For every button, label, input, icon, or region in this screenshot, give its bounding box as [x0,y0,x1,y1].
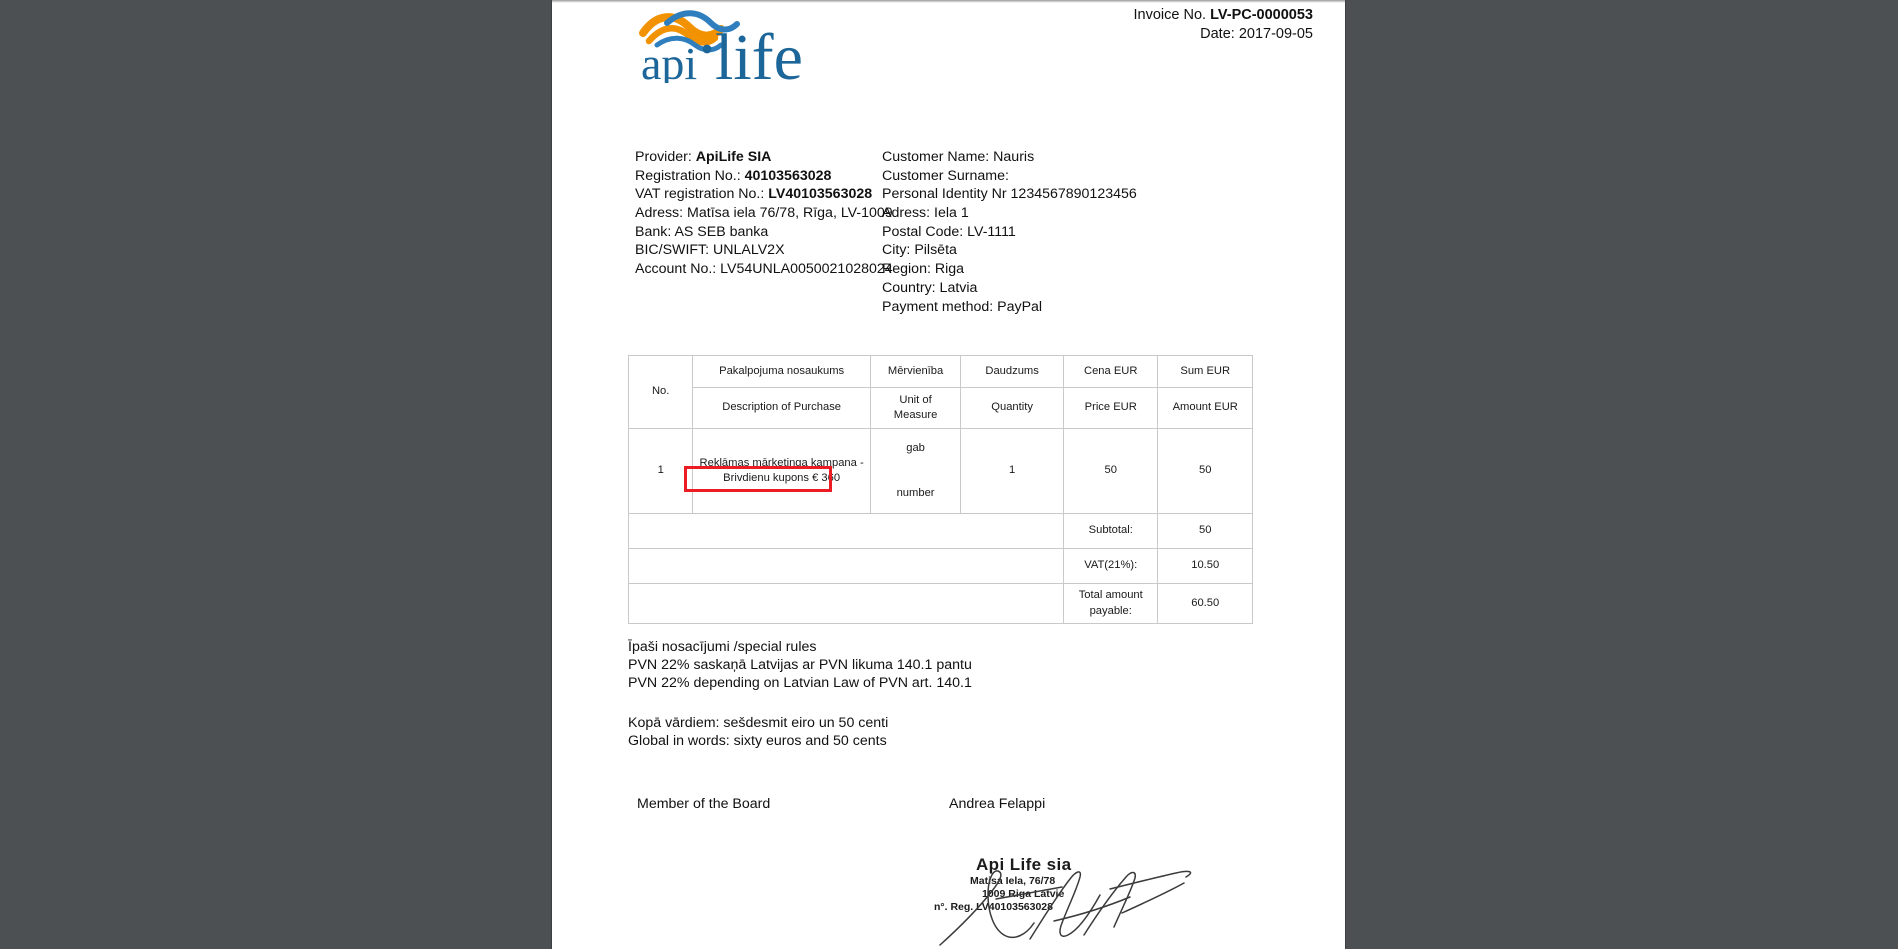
svg-text:life: life [715,21,803,83]
vat-row: VAT(21%): 10.50 [628,548,1253,584]
apilife-logo: api life [637,5,842,83]
special-rules-lv: PVN 22% saskaņā Latvijas ar PVN likuma 1… [628,657,972,674]
col-header-price-en: Price EUR [1062,387,1159,429]
total-label-line1: Total amount [1078,589,1143,602]
stamp-street: Matisa Iela, 76/78 [970,875,1056,887]
provider-name-row: Provider: ApiLife SIA [635,149,935,165]
total-row: Total amount payable: 60.50 [628,583,1253,624]
provider-regno-value: 40103563028 [744,167,832,184]
customer-city: City: Pilsēta [882,242,957,259]
col-header-price-lv: Cena EUR [1062,355,1159,388]
customer-country: Country: Latvia [882,279,978,296]
customer-postal-code: Postal Code: LV-1111 [882,223,1016,240]
stamp-text-block: Api Life sia Matisa Iela, 76/78 1009 Rig… [934,855,1072,914]
line-items-table-wrapper: No. Pakalpojuma nosaukums Mērvienība Dau… [627,355,1253,624]
col-header-description-lv: Pakalpojuma nosaukums [692,355,871,388]
special-rules-en: PVN 22% depending on Latvian Law of PVN … [628,675,972,692]
totals-spacer-2 [628,548,1064,584]
invoice-number-row: Invoice No. LV-PC-0000053 [1134,6,1313,25]
customer-region: Region: Riga [882,261,965,278]
totals-spacer-3 [628,583,1064,624]
col-header-unit-en-line1: Unit of [899,393,932,406]
special-rules-title: Īpaši nosacījumi /special rules [628,639,817,655]
provider-name-label: Provider: [635,149,696,165]
invoice-meta: Invoice No. LV-PC-0000053 Date: 2017-09-… [1134,6,1313,43]
provider-address: Adress: Matīsa iela 76/78, Rīga, LV-1009 [635,205,893,222]
description-line-1: Reklāmas mārketinga kampana - [699,456,864,469]
col-header-amount-en: Amount EUR [1157,387,1253,429]
signature-role-label: Member of the Board [637,796,771,812]
notes-section: Īpaši nosacījumi /special rules PVN 22% … [628,638,1228,750]
vat-value: 10.50 [1157,548,1253,584]
svg-text:api: api [641,38,697,83]
description-line-2: Brivdienu kupons € 360 [723,472,841,484]
total-value: 60.50 [1157,583,1253,624]
table-header-row-lv: No. Pakalpojuma nosaukums Mērvienība Dau… [627,355,1253,429]
provider-vatno-label: VAT registration No.: [635,186,769,203]
notes-spacer [628,693,1228,714]
provider-vatno-row: VAT registration No.: LV40103563028 [635,186,935,202]
company-stamp: Api Life sia Matisa Iela, 76/78 1009 Rig… [934,855,1234,949]
table-row: 1 Reklāmas mārketinga kampana - Brivdien… [627,428,1253,514]
stamp-city: 1009 Riga Latvie [982,888,1065,901]
provider-block: Provider: ApiLife SIA Registration No.: … [635,149,935,280]
amount-in-words-en: Global in words: sixty euros and 50 cent… [628,732,887,749]
cell-unit: gab number [869,428,962,514]
provider-regno-row: Registration No.: 40103563028 [635,168,935,184]
cell-row-no: 1 [627,428,694,514]
col-header-unit-en: Unit of Measure [869,387,962,429]
table-header-row-en: Description of Purchase Unit of Measure … [629,387,1253,429]
total-label-line2: payable: [1089,604,1132,617]
invoice-number-value: LV-PC-0000053 [1210,7,1313,23]
subtotal-value: 50 [1157,513,1253,549]
provider-vatno-value: LV40103563028 [768,186,873,203]
cell-price: 50 [1062,428,1159,514]
subtotal-label: Subtotal: [1062,513,1159,549]
cell-description: Reklāmas mārketinga kampana - Brivdienu … [684,428,871,514]
totals-spacer-1 [628,513,1064,549]
provider-name-value: ApiLife SIA [695,149,772,165]
vat-label: VAT(21%): [1062,548,1159,584]
invoice-page: api life Invoice No. LV-PC-0000053 Date:… [552,0,1345,949]
invoice-number-label: Invoice No. [1133,7,1207,23]
col-header-unit-lv: Mērvienība [869,355,962,388]
stamp-title: Api Life sia [976,855,1072,874]
provider-account-no: Account No.: LV54UNLA0050021028024 [635,261,893,278]
col-header-amount-lv: Sum EUR [1157,355,1253,388]
subtotal-row: Subtotal: 50 [628,513,1253,549]
col-header-quantity-en: Quantity [960,387,1064,429]
col-header-no: No. [627,355,694,429]
col-header-description-en: Description of Purchase [692,387,871,429]
customer-address: Adress: Iela 1 [882,205,969,222]
provider-bic-swift: BIC/SWIFT: UNLALV2X [635,242,785,259]
col-header-quantity-lv: Daudzums [960,355,1064,388]
total-label: Total amount payable: [1062,583,1159,624]
stamp-reg-no: n°. Reg. LV40103563028 [934,901,1053,914]
cell-amount: 50 [1157,428,1253,514]
cell-unit-lv: gab [906,441,925,454]
amount-in-words-lv: Kopā vārdiem: sešdesmit eiro un 50 centi [628,714,889,731]
col-header-unit-en-line2: Measure [893,409,938,421]
line-items-table: No. Pakalpojuma nosaukums Mērvienība Dau… [627,355,1253,624]
provider-bank: Bank: AS SEB banka [635,223,769,240]
parties-section: Provider: ApiLife SIA Registration No.: … [552,149,1345,315]
invoice-date-label: Date: [1200,25,1235,42]
customer-personal-id: Personal Identity Nr 1234567890123456 [882,186,1137,203]
cell-quantity: 1 [960,428,1064,514]
customer-name: Customer Name: Nauris [882,149,1035,165]
invoice-header: api life Invoice No. LV-PC-0000053 Date:… [552,0,1345,96]
customer-block: Customer Name: Nauris Customer Surname: … [882,149,1212,317]
invoice-date-row: Date: 2017-09-05 [1134,25,1313,44]
signature-name: Andrea Felappi [949,796,1046,812]
customer-surname: Customer Surname: [882,167,1009,184]
cell-unit-en: number [896,487,935,499]
provider-regno-label: Registration No.: [635,167,745,184]
customer-payment-method: Payment method: PayPal [882,298,1043,315]
stamp-address-block: Matisa Iela, 76/78 1009 Riga Latvie n°. … [934,875,1072,914]
invoice-date-value: 2017-09-05 [1238,25,1313,42]
